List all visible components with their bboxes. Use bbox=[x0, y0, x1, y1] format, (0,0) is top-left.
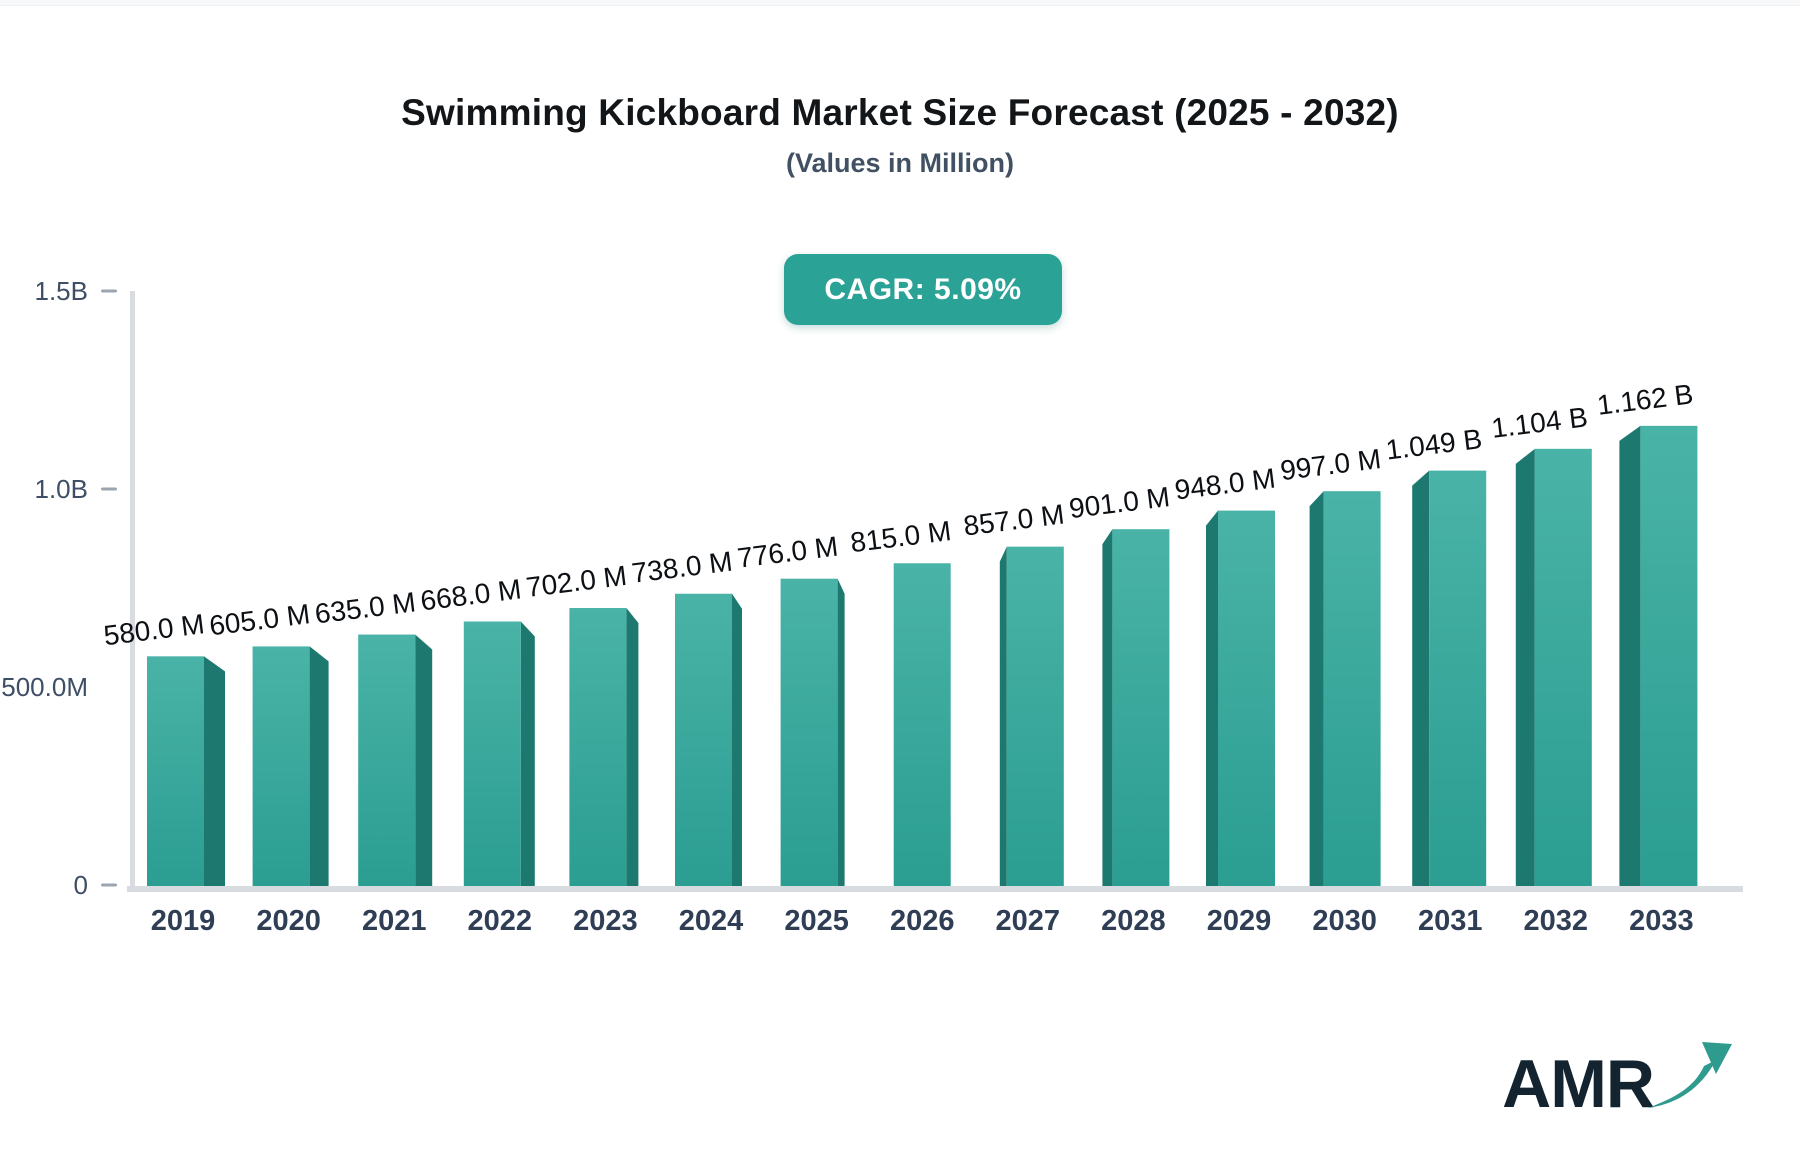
bar-value-label: 738.0 M bbox=[630, 546, 734, 589]
bar-side bbox=[309, 646, 329, 886]
x-category-label: 2029 bbox=[1207, 905, 1272, 937]
bar-value-label: 1.162 B bbox=[1595, 378, 1695, 421]
y-tick-label: 1.0B bbox=[35, 474, 89, 504]
bar-value-label: 580.0 M bbox=[102, 608, 206, 651]
bar-value-label: 605.0 M bbox=[208, 598, 312, 641]
x-category-label: 2023 bbox=[573, 905, 638, 937]
bar-side bbox=[1515, 448, 1535, 886]
bar-side bbox=[1619, 425, 1641, 886]
bar-front bbox=[252, 646, 310, 886]
bar-side bbox=[1412, 470, 1430, 886]
growth-arrow-icon bbox=[1648, 1042, 1732, 1108]
bar-value-label: 776.0 M bbox=[736, 531, 840, 574]
bar-front bbox=[569, 608, 627, 886]
y-tick-dash bbox=[101, 487, 117, 491]
x-category-label: 2028 bbox=[1101, 905, 1166, 937]
x-category-label: 2027 bbox=[996, 905, 1061, 937]
bar-front bbox=[675, 593, 732, 886]
bar-front bbox=[463, 621, 521, 886]
y-tick-label: 0 bbox=[74, 870, 88, 900]
bar-front bbox=[1112, 529, 1170, 886]
bar-side bbox=[1102, 529, 1113, 886]
x-category-label: 2024 bbox=[679, 905, 744, 937]
x-category-label: 2022 bbox=[468, 905, 533, 937]
bar-front bbox=[1429, 470, 1487, 886]
y-axis-line bbox=[130, 291, 135, 891]
y-tick-dash bbox=[101, 289, 117, 293]
bar-side bbox=[1206, 510, 1218, 886]
bar-value-label: 668.0 M bbox=[419, 573, 523, 616]
bar-value-label: 997.0 M bbox=[1279, 443, 1383, 486]
bar-value-label: 815.0 M bbox=[849, 515, 953, 558]
bar-side bbox=[1309, 491, 1324, 886]
amr-logo: AMR bbox=[1502, 1030, 1738, 1118]
x-category-label: 2019 bbox=[151, 905, 216, 937]
bar-side bbox=[732, 593, 742, 886]
bar-value-label: 857.0 M bbox=[962, 498, 1066, 541]
y-tick-label: 500.0M bbox=[1, 672, 88, 702]
x-category-label: 2021 bbox=[362, 905, 427, 937]
bar-front bbox=[1534, 448, 1592, 886]
bar-front bbox=[1006, 546, 1064, 886]
cagr-badge: CAGR: 5.09% bbox=[784, 254, 1062, 325]
chart-subtitle: (Values in Million) bbox=[785, 148, 1015, 178]
bar-front bbox=[1640, 425, 1698, 886]
bar-side bbox=[204, 656, 225, 886]
bar-front bbox=[1323, 491, 1381, 886]
bar-value-label: 635.0 M bbox=[313, 586, 417, 629]
bar-side bbox=[626, 608, 639, 886]
bar-value-label: 901.0 M bbox=[1067, 481, 1171, 524]
bar-side bbox=[415, 634, 433, 886]
bar-value-label: 1.104 B bbox=[1490, 401, 1590, 444]
bar-value-label: 1.049 B bbox=[1384, 423, 1484, 466]
x-category-label: 2025 bbox=[784, 905, 849, 937]
chart-title: Swimming Kickboard Market Size Forecast … bbox=[401, 92, 1399, 133]
x-category-label: 2026 bbox=[890, 905, 955, 937]
x-category-label: 2030 bbox=[1312, 905, 1377, 937]
x-category-label: 2020 bbox=[256, 905, 321, 937]
bar-value-label: 702.0 M bbox=[524, 560, 628, 603]
bar-front bbox=[780, 578, 838, 886]
y-tick-label: 1.5B bbox=[35, 276, 89, 306]
x-category-label: 2031 bbox=[1418, 905, 1483, 937]
amr-logo-text: AMR bbox=[1502, 1046, 1655, 1122]
bar-front bbox=[1218, 510, 1275, 886]
bar-front bbox=[147, 656, 204, 886]
x-category-label: 2033 bbox=[1629, 905, 1694, 937]
page-top-border bbox=[0, 0, 1800, 6]
x-axis-line bbox=[127, 886, 1743, 892]
bar-side bbox=[837, 578, 845, 886]
bar-front bbox=[358, 634, 416, 886]
bar-side bbox=[520, 621, 535, 886]
y-tick-dash bbox=[101, 883, 117, 887]
x-category-label: 2032 bbox=[1524, 905, 1589, 937]
bar-front bbox=[893, 563, 951, 886]
bar-side bbox=[999, 546, 1007, 886]
bar-value-label: 948.0 M bbox=[1173, 462, 1277, 505]
